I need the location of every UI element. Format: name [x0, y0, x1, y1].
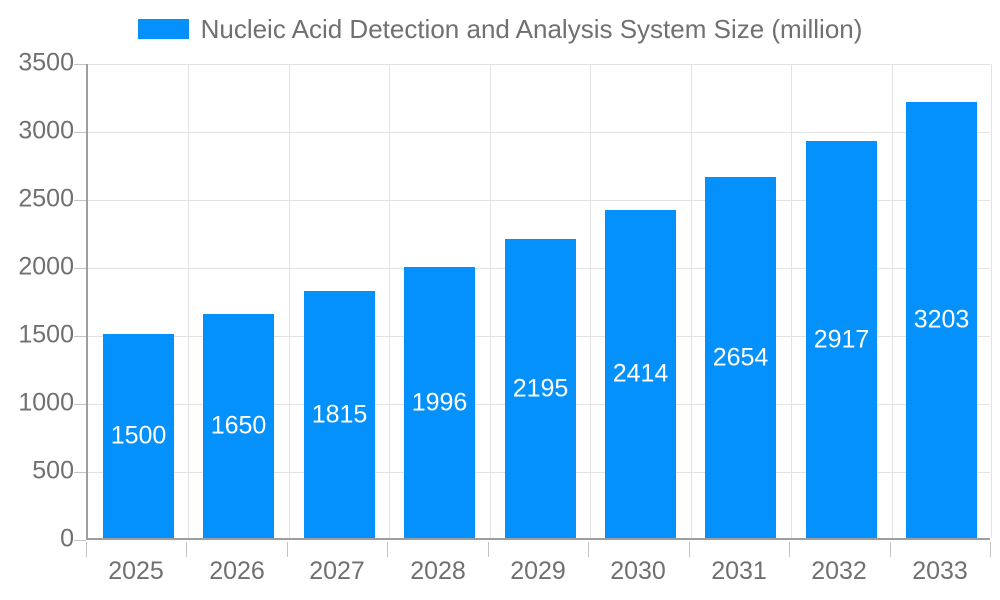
- y-axis-tick: [74, 132, 86, 133]
- x-axis-label: 2025: [108, 557, 164, 585]
- x-axis-label: 2029: [510, 557, 566, 585]
- gridline-vertical: [691, 64, 692, 538]
- bar[interactable]: 2917: [806, 141, 877, 538]
- x-axis-label: 2033: [912, 557, 968, 585]
- bar-value-label: 2414: [612, 359, 669, 388]
- y-axis-label: 1000: [18, 388, 74, 417]
- x-axis-tick: [689, 542, 690, 557]
- x-axis-tick: [990, 542, 991, 557]
- y-axis-tick: [74, 64, 86, 65]
- x-axis-label: 2030: [610, 557, 666, 585]
- x-axis-tick: [86, 542, 87, 557]
- bar[interactable]: 2195: [505, 239, 576, 538]
- x-axis-tick: [789, 542, 790, 557]
- bar[interactable]: 1996: [404, 267, 475, 538]
- gridline-vertical: [490, 64, 491, 538]
- gridline-horizontal: [88, 64, 990, 65]
- legend-swatch-icon: [137, 19, 189, 40]
- bar[interactable]: 3203: [906, 102, 977, 538]
- y-axis-label: 500: [32, 456, 74, 485]
- bar-value-label: 2654: [712, 343, 769, 371]
- x-axis-tick: [488, 542, 489, 557]
- bar-value-label: 2195: [512, 374, 569, 402]
- y-axis-label: 3500: [18, 48, 74, 77]
- plot-area: 1500 1650 1815 1996 2195 2414 2654 2917 3203: [86, 64, 992, 540]
- chart-legend[interactable]: Nucleic Acid Detection and Analysis Syst…: [0, 15, 1000, 44]
- x-axis-tick: [186, 542, 187, 557]
- x-axis-tick: [387, 542, 388, 557]
- bar[interactable]: 1650: [203, 314, 274, 538]
- x-axis-tick: [287, 542, 288, 557]
- x-axis-label: 2028: [410, 557, 466, 585]
- gridline-vertical: [892, 64, 893, 538]
- gridline-vertical: [289, 64, 290, 538]
- gridline-horizontal: [88, 200, 990, 201]
- y-axis-label: 1500: [18, 320, 74, 349]
- y-axis-tick: [74, 472, 86, 473]
- y-axis-label: 2500: [18, 184, 74, 213]
- bar[interactable]: 2654: [705, 177, 776, 538]
- bar-value-label: 1500: [110, 421, 167, 450]
- chart-title: Nucleic Acid Detection and Analysis Syst…: [200, 14, 863, 44]
- x-axis-label: 2027: [309, 557, 365, 585]
- gridline-vertical: [389, 64, 390, 538]
- gridline-horizontal: [88, 132, 990, 133]
- gridline-vertical: [991, 64, 992, 538]
- bar[interactable]: 1500: [103, 334, 174, 538]
- x-axis-tick: [588, 542, 589, 557]
- gridline-vertical: [791, 64, 792, 538]
- y-axis-label: 3000: [18, 116, 74, 145]
- bar[interactable]: 1815: [304, 291, 375, 538]
- x-axis-tick: [890, 542, 891, 557]
- x-axis-label: 2031: [711, 557, 767, 585]
- gridline-vertical: [590, 64, 591, 538]
- bar-value-label: 3203: [913, 305, 970, 334]
- bar-value-label: 1650: [210, 411, 267, 440]
- x-axis-label: 2032: [811, 557, 867, 585]
- y-axis-tick: [74, 200, 86, 201]
- gridline-vertical: [188, 64, 189, 538]
- bar-value-label: 1996: [411, 388, 468, 416]
- y-axis-tick: [74, 268, 86, 269]
- x-axis-label: 2026: [209, 557, 265, 585]
- y-axis-tick: [74, 336, 86, 337]
- bar-value-label: 1815: [311, 400, 368, 428]
- y-axis-tick: [74, 404, 86, 405]
- y-axis-label: 0: [60, 524, 74, 553]
- bar-value-label: 2917: [813, 325, 870, 353]
- y-axis-tick: [74, 540, 86, 541]
- bar[interactable]: 2414: [605, 210, 676, 538]
- y-axis-label: 2000: [18, 252, 74, 281]
